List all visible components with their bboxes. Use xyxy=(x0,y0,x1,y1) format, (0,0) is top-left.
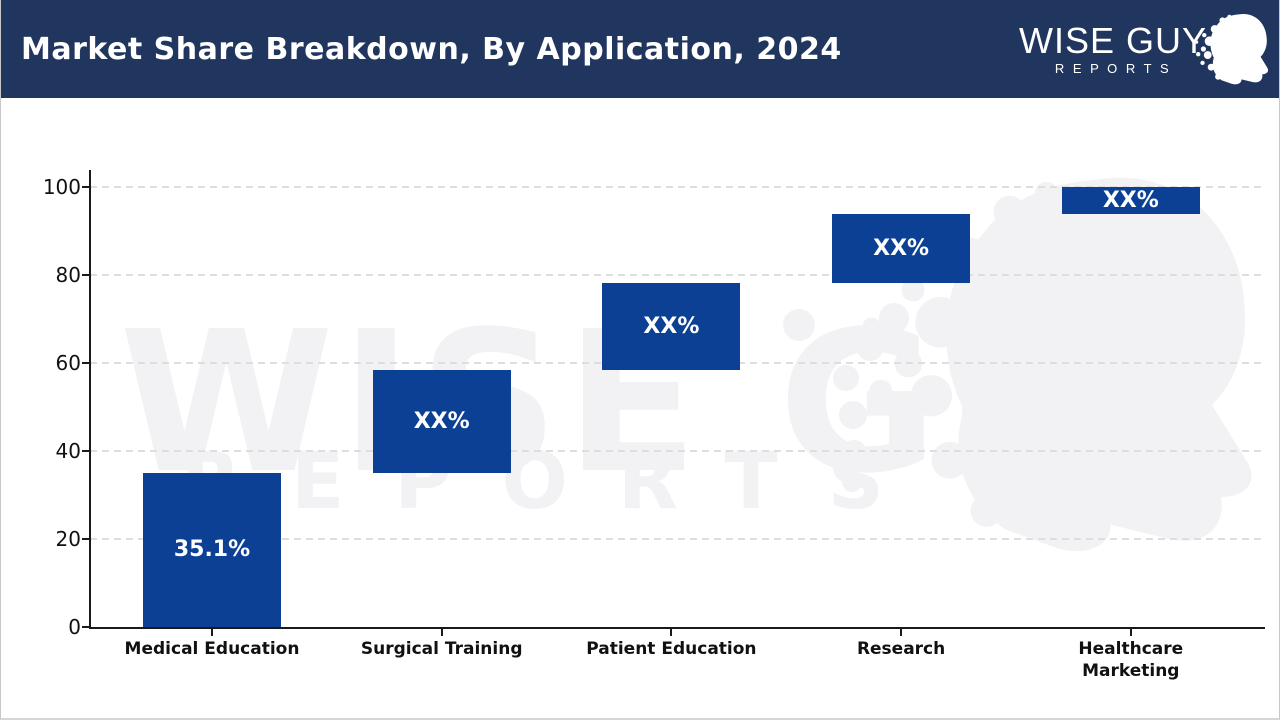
logo-subtitle: R E P O R T S xyxy=(1054,60,1172,76)
y-axis-label-0: 0 xyxy=(68,615,81,639)
x-axis-tick-medical-education xyxy=(211,629,213,636)
y-axis-label-100: 100 xyxy=(42,175,81,199)
y-axis-tick-0 xyxy=(82,626,90,628)
gridline-40 xyxy=(90,450,1264,452)
bar-healthcare-marketing: XX% xyxy=(1061,187,1200,215)
bar-medical-education: 35.1% xyxy=(143,472,281,627)
y-axis-tick-40 xyxy=(82,450,90,452)
bar-value-label-research: XX% xyxy=(873,236,930,262)
page-title: Market Share Breakdown, By Application, … xyxy=(21,31,842,67)
bar-research: XX% xyxy=(832,214,971,283)
bar-value-label-healthcare-marketing: XX% xyxy=(1102,188,1159,214)
y-axis-tick-100 xyxy=(82,186,90,188)
gridline-100 xyxy=(90,186,1264,188)
bar-value-label-patient-education: XX% xyxy=(643,313,700,339)
gridline-20 xyxy=(90,538,1264,540)
x-axis-category-surgical-training: Surgical Training xyxy=(360,639,523,659)
x-axis-tick-healthcare-marketing xyxy=(1129,629,1132,636)
y-axis-tick-60 xyxy=(82,362,90,364)
logo-face-icon xyxy=(1194,13,1269,85)
y-axis-label-20: 20 xyxy=(55,527,81,551)
x-axis-category-patient-education: Patient Education xyxy=(586,639,757,659)
y-axis-label-60: 60 xyxy=(55,351,81,375)
x-axis-category-medical-education: Medical Education xyxy=(124,639,300,659)
wiseguy-logo: WISE GUY R E P O R T S xyxy=(1019,3,1271,95)
x-axis-tick-patient-education xyxy=(670,629,673,636)
y-axis-label-40: 40 xyxy=(55,439,81,463)
bar-surgical-training: XX% xyxy=(372,369,511,473)
bar-patient-education: XX% xyxy=(602,282,741,370)
x-axis-category-research: Research xyxy=(856,639,946,659)
logo-wordmark: WISE GUY xyxy=(1018,20,1207,62)
bar-value-label-medical-education: 35.1% xyxy=(173,537,251,563)
y-axis-tick-20 xyxy=(82,538,90,540)
x-axis-line xyxy=(89,627,1265,629)
gridline-80 xyxy=(90,274,1264,276)
wiseguy-logo-text: WISE GUY R E P O R T S xyxy=(1019,22,1207,76)
x-axis-tick-surgical-training xyxy=(440,629,443,636)
y-axis-tick-80 xyxy=(82,274,90,276)
y-axis-label-80: 80 xyxy=(55,263,81,287)
y-axis-line xyxy=(89,170,91,629)
header-bar: Market Share Breakdown, By Application, … xyxy=(1,0,1279,98)
x-axis-category-healthcare-marketing: Healthcare Marketing xyxy=(1078,639,1184,682)
bar-value-label-surgical-training: XX% xyxy=(413,408,470,434)
x-axis-tick-research xyxy=(900,629,903,636)
